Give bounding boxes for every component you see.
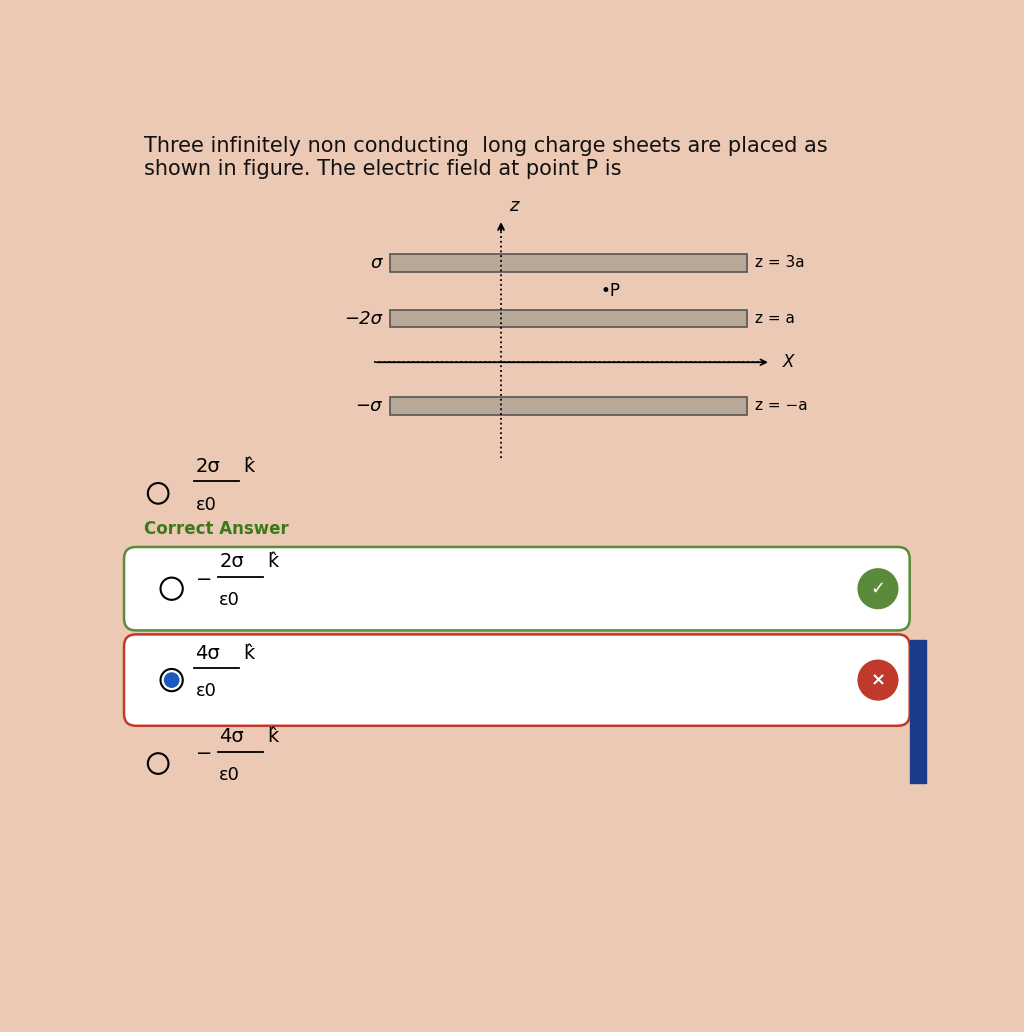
Text: ε0: ε0	[219, 766, 241, 784]
Circle shape	[858, 660, 898, 700]
Text: σ: σ	[371, 254, 382, 271]
Text: ε0: ε0	[196, 495, 216, 514]
Text: z = −a: z = −a	[755, 398, 808, 414]
Circle shape	[147, 483, 169, 504]
Circle shape	[858, 569, 898, 609]
Text: 4σ: 4σ	[219, 727, 244, 746]
Text: ε0: ε0	[219, 591, 241, 609]
Text: 2σ: 2σ	[219, 552, 244, 572]
Text: z: z	[509, 197, 518, 216]
Circle shape	[161, 578, 182, 600]
Text: ε0: ε0	[196, 682, 216, 701]
Text: −: −	[196, 744, 212, 764]
FancyBboxPatch shape	[124, 635, 909, 725]
Text: −σ: −σ	[355, 397, 382, 415]
Text: 4σ: 4σ	[196, 644, 220, 663]
FancyBboxPatch shape	[124, 547, 909, 631]
Text: Three infinitely non conducting  long charge sheets are placed as
shown in figur: Three infinitely non conducting long cha…	[143, 136, 827, 179]
Text: ×: ×	[870, 671, 886, 689]
Text: 2σ: 2σ	[196, 457, 220, 476]
Text: k̂: k̂	[267, 727, 279, 746]
Text: •P: •P	[600, 282, 621, 299]
Circle shape	[161, 669, 182, 691]
Text: k̂: k̂	[267, 552, 279, 572]
Text: k̂: k̂	[243, 457, 254, 476]
Text: Correct Answer: Correct Answer	[143, 520, 289, 538]
Circle shape	[165, 673, 179, 687]
Circle shape	[147, 753, 169, 774]
Text: z = a: z = a	[755, 311, 795, 326]
Text: z = 3a: z = 3a	[755, 255, 805, 270]
Text: −: −	[196, 570, 212, 588]
FancyBboxPatch shape	[390, 397, 748, 415]
FancyBboxPatch shape	[390, 310, 748, 327]
Text: X: X	[782, 353, 794, 372]
FancyBboxPatch shape	[390, 254, 748, 271]
Text: ✓: ✓	[870, 580, 886, 598]
Text: −2σ: −2σ	[344, 310, 382, 327]
Bar	[909, 640, 926, 783]
Text: k̂: k̂	[243, 644, 254, 663]
